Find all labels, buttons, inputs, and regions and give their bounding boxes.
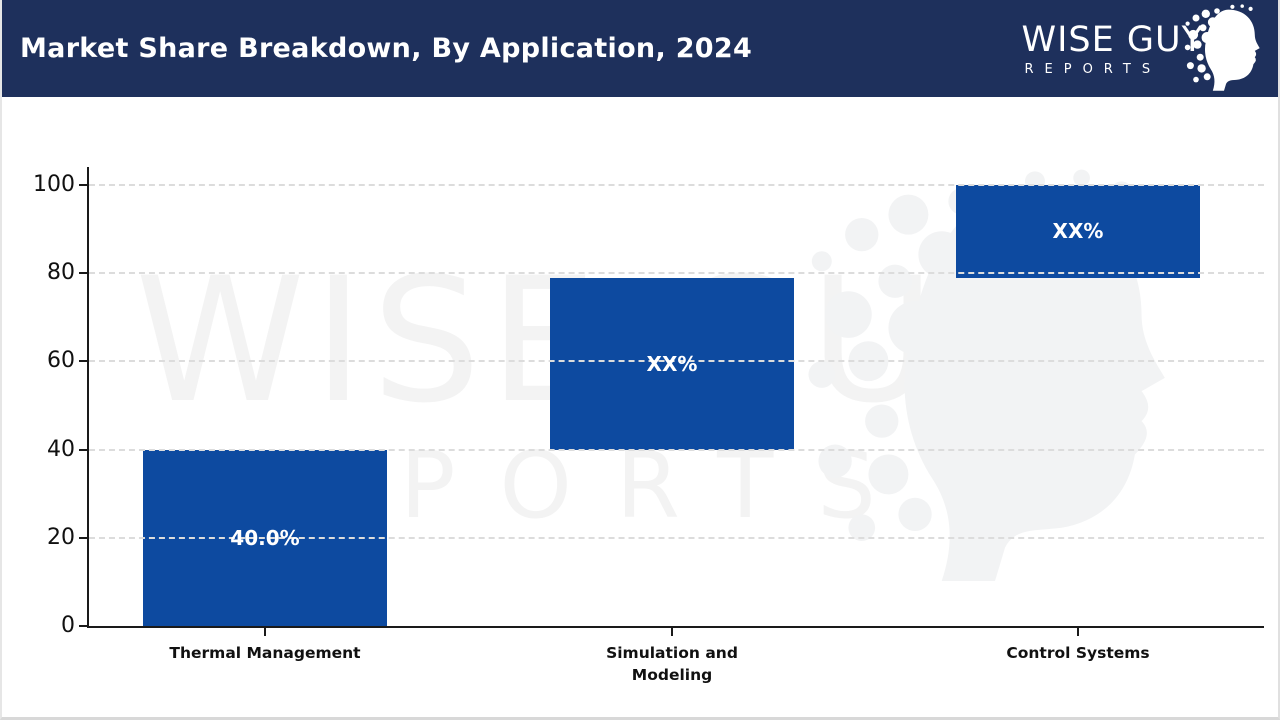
logo-subtitle: REPORTS	[1024, 61, 1162, 77]
bar-simulation-and-modeling	[550, 277, 794, 450]
bar-value-label-thermal-management: 40.0%	[230, 525, 300, 550]
logo-text: WISE GUY REPORTS	[1021, 19, 1204, 77]
x-axis-label-simulation-and-modeling: Simulation and Modeling	[606, 644, 738, 684]
wiseguy-logo: WISE GUY REPORTS	[1021, 4, 1266, 95]
y-tick-mark-40	[79, 448, 89, 451]
logo-head-icon	[1182, 4, 1266, 95]
x-axis-label-control-systems: Control Systems	[1006, 644, 1150, 662]
plot-area: 0 20 40 60 80 100 40.0% Thermal Management XX% Si…	[33, 167, 1264, 684]
x-axis-label-thermal-management: Thermal Management	[169, 644, 361, 662]
bar-value-label-control-systems: XX%	[1052, 219, 1104, 244]
y-tick-label-40: 40	[47, 436, 75, 462]
page-title: Market Share Breakdown, By Application, …	[20, 33, 753, 64]
y-tick-label-60: 60	[47, 348, 75, 374]
y-tick-label-20: 20	[47, 524, 75, 550]
y-tick-mark-0	[79, 625, 89, 627]
x-tick-mark-control-systems	[1077, 628, 1079, 636]
x-axis-line	[87, 626, 1264, 628]
gridline-100	[89, 184, 1264, 186]
y-tick-label-0: 0	[61, 613, 75, 638]
y-tick-mark-20	[79, 536, 89, 539]
logo-name: WISE GUY	[1021, 19, 1204, 60]
bar-value-label-simulation-and-modeling: XX%	[646, 351, 698, 376]
gridline-40	[89, 448, 1264, 451]
y-axis-line	[87, 167, 89, 626]
y-tick-mark-80	[79, 272, 89, 275]
header-bar: Market Share Breakdown, By Application, …	[0, 0, 1280, 97]
x-tick-mark-simulation-and-modeling	[671, 628, 673, 636]
y-tick-label-100: 100	[33, 172, 75, 197]
gridline-60	[89, 360, 1264, 363]
x-tick-mark-thermal-management	[264, 628, 266, 636]
y-tick-mark-60	[79, 360, 89, 363]
bar-control-systems	[956, 185, 1200, 278]
y-tick-mark-100	[79, 184, 89, 186]
gridline-20	[89, 536, 1264, 539]
gridline-80	[89, 272, 1264, 275]
y-tick-label-80: 80	[47, 260, 75, 286]
